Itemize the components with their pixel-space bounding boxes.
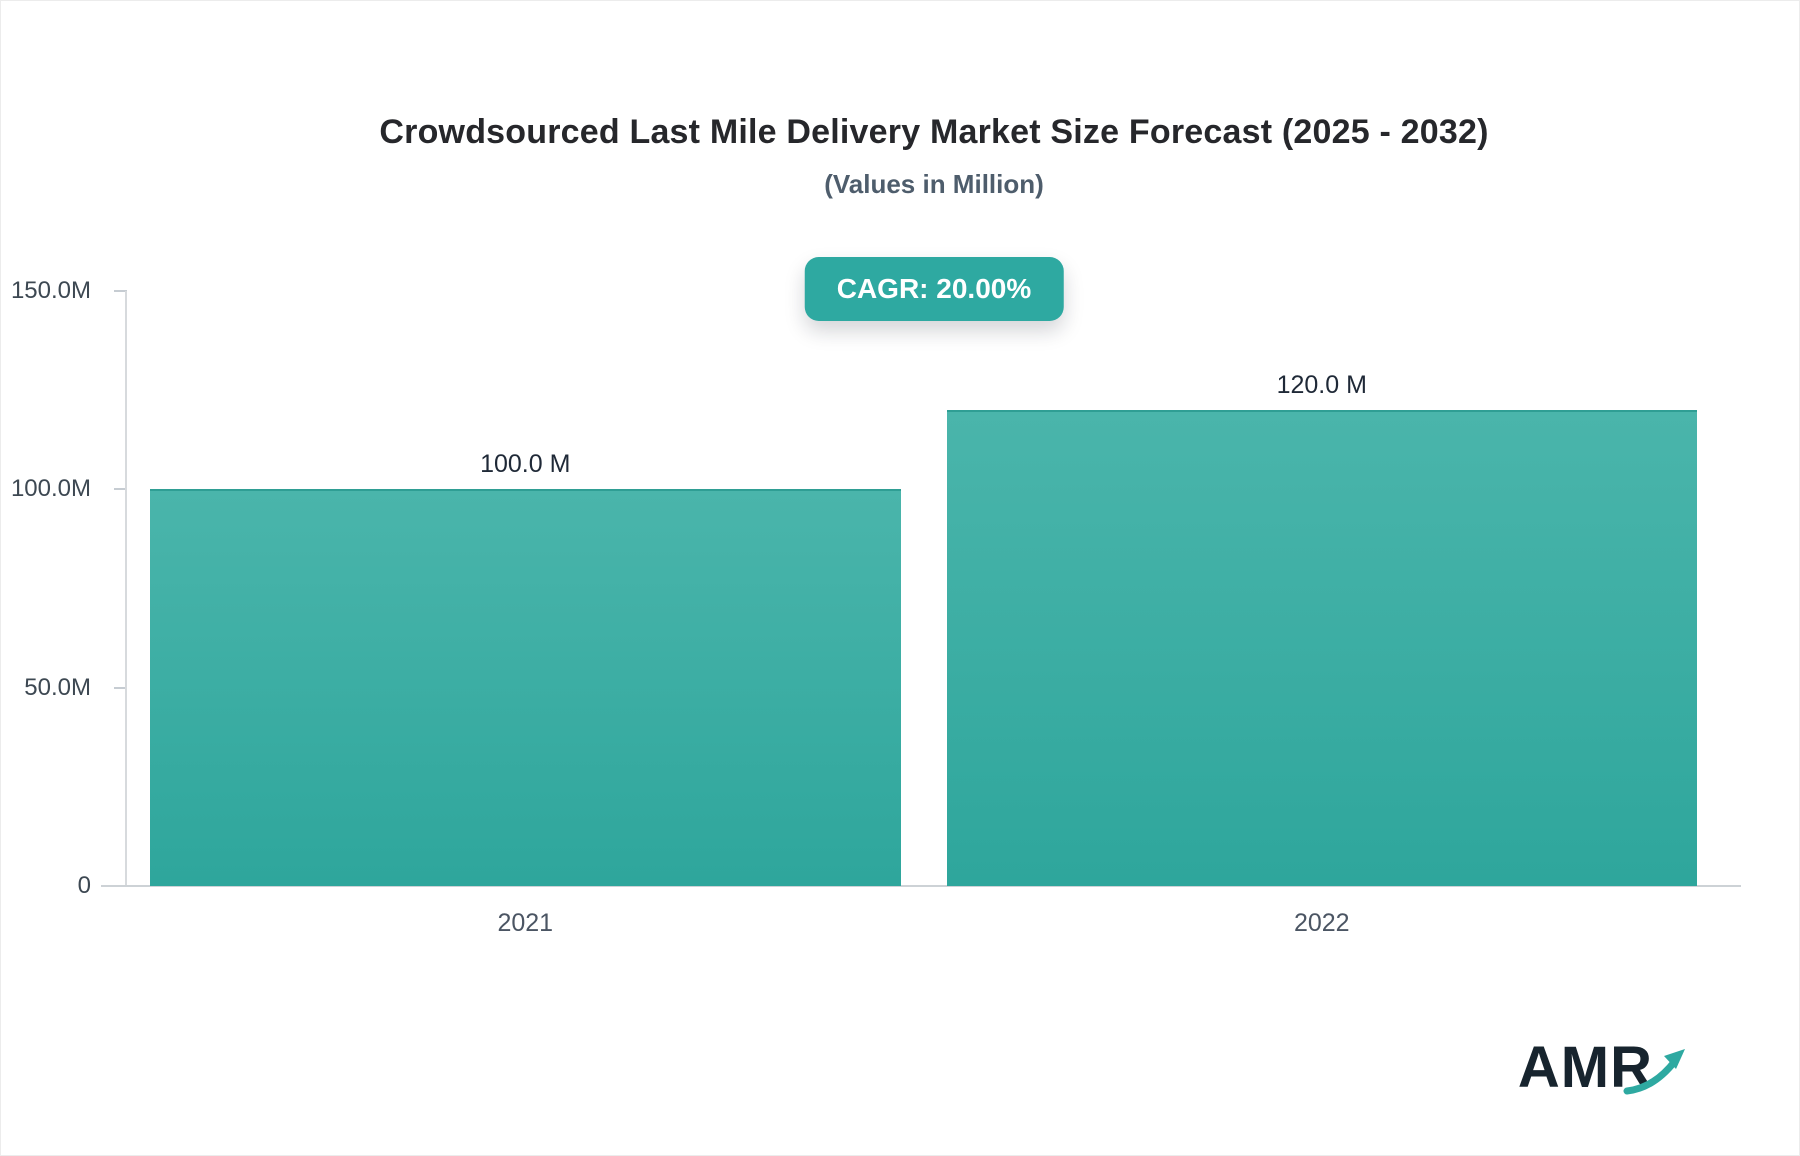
- y-tick-mark: [114, 488, 127, 491]
- chart-subtitle: (Values in Million): [824, 169, 1044, 199]
- bar-value-label: 100.0 M: [480, 450, 571, 479]
- cagr-badge: CAGR: 20.00%: [804, 257, 1064, 321]
- y-tick-label: 0: [77, 872, 91, 899]
- y-tick-label: 50.0M: [24, 673, 91, 701]
- y-tick-mark: [114, 686, 127, 689]
- brand-logo: AMR: [1518, 1039, 1689, 1097]
- y-tick-label: 100.0M: [10, 475, 91, 503]
- bar: [946, 410, 1697, 886]
- y-axis: 150.0M 100.0M 50.0M 0: [1, 277, 127, 899]
- x-axis-label: 2021: [497, 909, 554, 937]
- bar-group: 120.0 M 2022: [946, 291, 1697, 937]
- brand-logo-text: AMR: [1517, 1035, 1653, 1100]
- bar: [150, 489, 901, 886]
- logo-arrow-icon: [1623, 1049, 1685, 1095]
- bars: 100.0 M 2021 120.0 M 2022: [127, 291, 1741, 937]
- y-axis-line: [125, 291, 127, 886]
- chart-title: Crowdsourced Last Mile Delivery Market S…: [379, 113, 1489, 151]
- x-axis-line: [101, 885, 1741, 887]
- y-tick-mark: [114, 290, 127, 292]
- plot-area: 100.0 M 2021 120.0 M 2022: [127, 291, 1741, 937]
- bar-group: 100.0 M 2021: [150, 291, 901, 937]
- y-tick-label: 150.0M: [10, 277, 91, 304]
- bar-value-label: 120.0 M: [1276, 371, 1367, 399]
- x-axis-label: 2022: [1293, 909, 1350, 937]
